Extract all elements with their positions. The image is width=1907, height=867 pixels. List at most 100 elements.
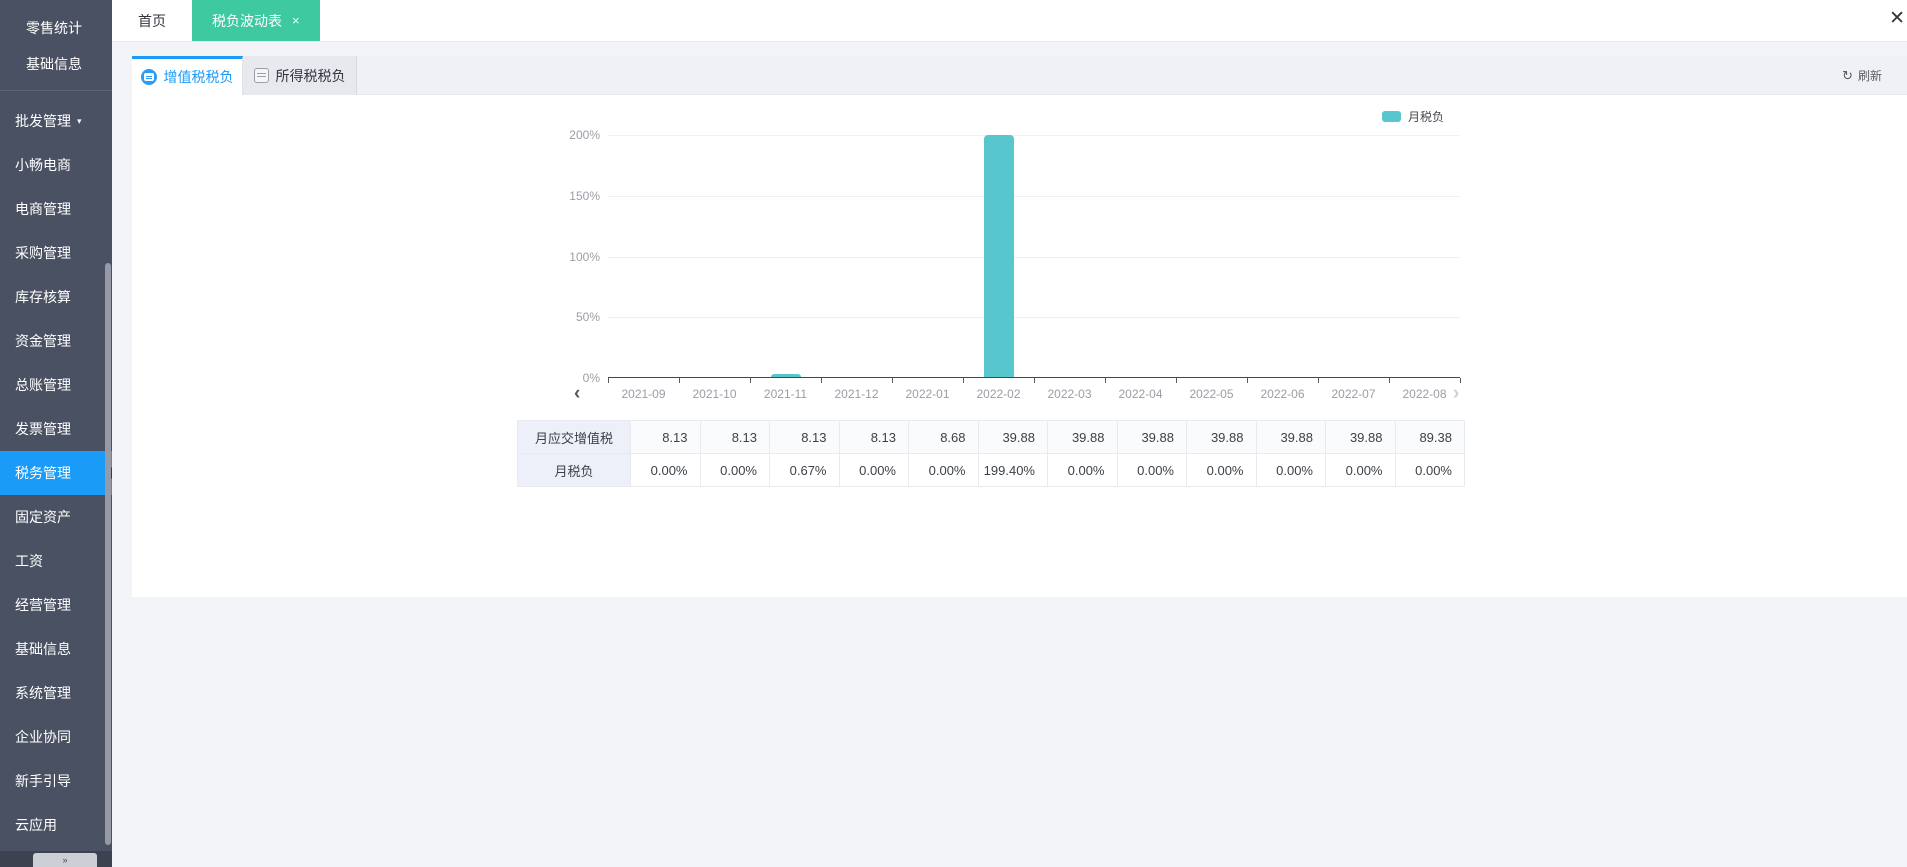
sidebar-item[interactable]: 系统管理 bbox=[0, 671, 112, 715]
income-tax-badge-icon bbox=[253, 68, 269, 83]
subtab-label: 增值税税负 bbox=[163, 69, 234, 85]
table-cell: 0.00% bbox=[838, 453, 909, 487]
axis-tick bbox=[1034, 378, 1035, 383]
sidebar-item-label: 发票管理 bbox=[15, 421, 71, 437]
chart-next-icon[interactable]: › bbox=[1453, 383, 1460, 404]
legend-swatch bbox=[1382, 111, 1401, 122]
axis-tick bbox=[679, 378, 680, 383]
sidebar-item[interactable]: 总账管理 bbox=[0, 363, 112, 407]
sidebar-item[interactable]: 库存核算 bbox=[0, 275, 112, 319]
sidebar-menu: 零售统计 基础信息 批发管理 ▾ 小畅电商 电商管理 采购管理 库存核算 资金管理 总账管理 发票管… bbox=[0, 0, 112, 851]
x-axis-tick-label: 2021-09 bbox=[621, 387, 666, 401]
x-axis-line bbox=[608, 377, 1460, 378]
refresh-button[interactable]: ↻ 刷新 bbox=[1842, 67, 1882, 84]
sidebar-item[interactable]: 税务管理 bbox=[0, 451, 112, 495]
sidebar-item-label: 资金管理 bbox=[15, 333, 71, 349]
subtab-income-tax[interactable]: 所得税税负 bbox=[243, 56, 357, 95]
x-axis-tick-label: 2022-03 bbox=[1047, 387, 1092, 401]
axis-tick bbox=[1176, 378, 1177, 383]
subtab-strip: 增值税税负 所得税税负 bbox=[132, 56, 1907, 95]
axis-tick bbox=[1460, 378, 1461, 383]
sidebar-item-label: 批发管理 bbox=[15, 113, 71, 129]
sidebar-item[interactable]: 批发管理 ▾ bbox=[0, 99, 112, 143]
summary-table-body: 月应交增值税 8.13 8.13 8.13 8.13 8.68 39.88 39.88 39.8… bbox=[517, 420, 1465, 487]
sidebar-item[interactable]: 新手引导 bbox=[0, 759, 112, 803]
sidebar: 零售统计 基础信息 批发管理 ▾ 小畅电商 电商管理 采购管理 库存核算 资金管理 总账管理 发票管… bbox=[0, 0, 112, 867]
tab-bar: 首页 税负波动表 × bbox=[112, 0, 1907, 42]
sidebar-item[interactable]: 工资 bbox=[0, 539, 112, 583]
gridline bbox=[608, 135, 1460, 136]
table-cell: 0.00% bbox=[1394, 453, 1465, 487]
sidebar-item[interactable]: 零售统计 bbox=[26, 20, 82, 36]
sidebar-item-label: 云应用 bbox=[15, 817, 57, 833]
sidebar-item[interactable]: 电商管理 bbox=[0, 187, 112, 231]
axis-tick bbox=[1105, 378, 1106, 383]
y-axis-tick-label: 50% bbox=[575, 310, 600, 325]
table-cell: 8.13 bbox=[630, 420, 701, 454]
gridline bbox=[608, 317, 1460, 319]
sidebar-item[interactable]: 发票管理 bbox=[0, 407, 112, 451]
sidebar-divider bbox=[0, 90, 112, 91]
sidebar-item[interactable]: 经营管理 bbox=[0, 583, 112, 627]
table-cell: 39.88 bbox=[977, 420, 1048, 454]
sidebar-collapse-button[interactable]: » bbox=[33, 853, 97, 867]
y-axis-tick-label: 200% bbox=[569, 128, 600, 142]
table-cell: 0.00% bbox=[699, 453, 770, 487]
sidebar-item[interactable]: 小畅电商 bbox=[0, 143, 112, 187]
subtab-label: 所得税税负 bbox=[275, 67, 346, 84]
axis-tick bbox=[1389, 378, 1390, 383]
window-close-icon[interactable]: ✕ bbox=[1889, 8, 1905, 29]
chart-prev-icon[interactable]: ‹ bbox=[574, 383, 581, 404]
sidebar-item-label: 库存核算 bbox=[15, 289, 71, 305]
x-axis-tick-label: 2021-10 bbox=[692, 387, 737, 401]
table-cell: 0.00% bbox=[1116, 453, 1187, 487]
sidebar-item[interactable]: 资金管理 bbox=[0, 319, 112, 363]
table-cell: 0.00% bbox=[1047, 453, 1118, 487]
x-axis-tick-label: 2022-07 bbox=[1331, 387, 1376, 401]
sidebar-item[interactable]: 基础信息 bbox=[0, 627, 112, 671]
sidebar-item-label: 工资 bbox=[15, 553, 43, 569]
table-cell: 199.40% bbox=[977, 453, 1048, 487]
subtab-vat-tax[interactable]: 增值税税负 bbox=[132, 56, 243, 95]
axis-tick bbox=[821, 378, 822, 383]
sidebar-item[interactable]: 企业协同 bbox=[0, 715, 112, 759]
refresh-icon: ↻ bbox=[1842, 67, 1853, 83]
tab-close-icon[interactable]: × bbox=[292, 13, 300, 28]
bar-2022-02 bbox=[983, 134, 1014, 377]
x-axis-tick-label: 2022-06 bbox=[1260, 387, 1305, 401]
legend-label: 月税负 bbox=[1408, 110, 1445, 124]
x-axis-tick-label: 2022-02 bbox=[976, 387, 1021, 401]
tab-home[interactable]: 首页 bbox=[138, 12, 166, 29]
tab-tax-fluctuation[interactable]: 税负波动表 × bbox=[192, 0, 320, 41]
sidebar-scrollbar[interactable] bbox=[105, 263, 111, 845]
table-cell: 0.00% bbox=[630, 453, 701, 487]
table-row: 月应交增值税 8.13 8.13 8.13 8.13 8.68 39.88 39.88 39.8… bbox=[517, 420, 1465, 454]
x-axis-tick-label: 2021-12 bbox=[834, 387, 879, 401]
x-axis-tick-label: 2022-08 bbox=[1402, 387, 1447, 401]
table-cell: 39.88 bbox=[1047, 420, 1118, 454]
sidebar-item-label: 企业协同 bbox=[15, 729, 71, 745]
sidebar-item-label: 小畅电商 bbox=[15, 157, 71, 173]
y-axis-tick-label: 150% bbox=[569, 188, 600, 203]
vat-badge-icon bbox=[140, 69, 157, 85]
refresh-label: 刷新 bbox=[1857, 69, 1882, 83]
gridline bbox=[608, 195, 1460, 197]
bar-2021-11 bbox=[770, 374, 801, 377]
table-cell: 0.00% bbox=[908, 453, 979, 487]
sidebar-item[interactable]: 基础信息 bbox=[26, 56, 82, 72]
axis-tick bbox=[1247, 378, 1248, 383]
sidebar-item-label: 基础信息 bbox=[15, 641, 71, 657]
sidebar-item[interactable]: 采购管理 bbox=[0, 231, 112, 275]
content-panel: 增值税税负 所得税税负 ↻ 刷新 月税负 ‹ › 0% 50% 100% 150% 20… bbox=[132, 56, 1907, 597]
sidebar-item[interactable]: 云应用 bbox=[0, 803, 112, 847]
table-cell: 89.38 bbox=[1394, 420, 1465, 454]
table-cell: 0.67% bbox=[769, 453, 840, 487]
table-cell: 39.88 bbox=[1116, 420, 1187, 454]
sidebar-item[interactable]: 固定资产 bbox=[0, 495, 112, 539]
table-cell: 0.00% bbox=[1255, 453, 1326, 487]
gridline bbox=[608, 256, 1460, 258]
axis-tick bbox=[963, 378, 964, 383]
chart-legend[interactable]: 月税负 bbox=[1382, 108, 1444, 125]
sidebar-item-label: 税务管理 bbox=[15, 465, 71, 481]
